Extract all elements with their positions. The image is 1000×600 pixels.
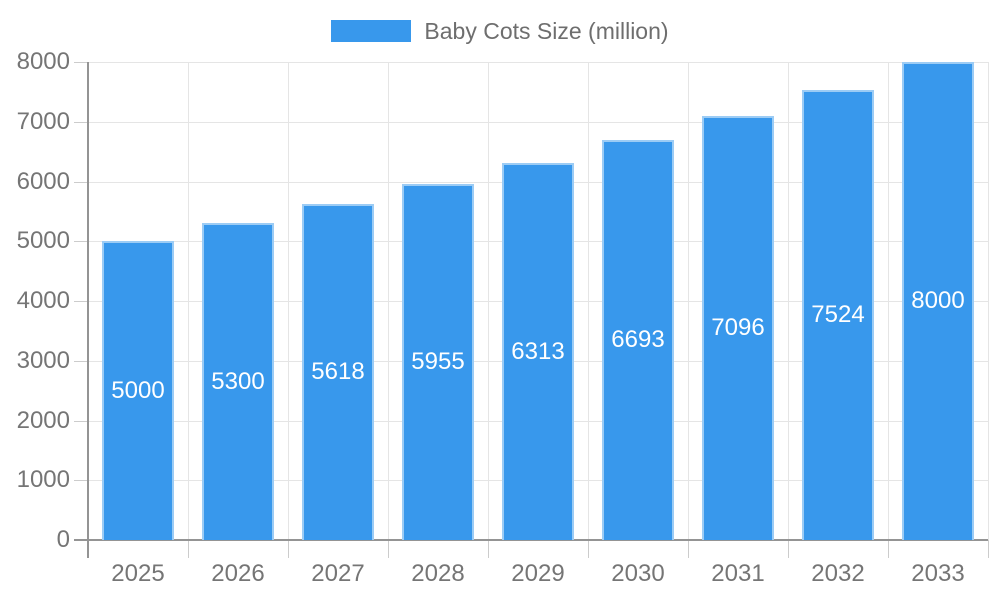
x-axis-tick (288, 540, 289, 558)
y-axis-label: 8000 (16, 48, 70, 75)
gridline-vertical (488, 62, 489, 540)
y-axis-tick (74, 361, 88, 362)
legend-label: Baby Cots Size (million) (424, 17, 669, 44)
y-axis-tick (74, 122, 88, 123)
x-axis-tick (788, 540, 789, 558)
y-axis-label: 1000 (16, 466, 70, 493)
x-axis-label: 2028 (411, 560, 465, 587)
bar-2029[interactable] (502, 163, 574, 540)
x-axis-label: 2027 (311, 560, 365, 587)
y-axis-label: 4000 (16, 287, 70, 314)
y-axis-label: 2000 (16, 407, 70, 434)
gridline-vertical (388, 62, 389, 540)
x-axis-tick (688, 540, 689, 558)
gridline-vertical (688, 62, 689, 540)
x-axis-label: 2029 (511, 560, 565, 587)
legend[interactable]: Baby Cots Size (million) (0, 14, 1000, 48)
gridline-vertical (188, 62, 189, 540)
x-axis-tick (188, 540, 189, 558)
gridline-vertical (788, 62, 789, 540)
x-axis-tick (388, 540, 389, 558)
bar-2031[interactable] (702, 116, 774, 540)
y-axis-line (87, 62, 89, 558)
bar-2027[interactable] (302, 204, 374, 540)
y-axis-tick (74, 301, 88, 302)
x-axis-tick (888, 540, 889, 558)
y-axis-label: 7000 (16, 108, 70, 135)
x-axis-label: 2025 (111, 560, 165, 587)
gridline-vertical (288, 62, 289, 540)
x-axis-label: 2030 (611, 560, 665, 587)
bar-2028[interactable] (402, 184, 474, 540)
x-axis-tick (988, 540, 989, 558)
x-axis-label: 2033 (911, 560, 965, 587)
gridline-vertical (888, 62, 889, 540)
y-axis-tick (74, 480, 88, 481)
x-axis-label: 2032 (811, 560, 865, 587)
y-axis-label: 6000 (16, 168, 70, 195)
bar-2030[interactable] (602, 140, 674, 540)
x-axis-label: 2026 (211, 560, 265, 587)
gridline-vertical (988, 62, 989, 540)
bar-2032[interactable] (802, 90, 874, 540)
gridline-horizontal (88, 62, 988, 63)
y-axis-tick (74, 241, 88, 242)
x-axis-line (74, 539, 988, 541)
y-axis-tick (74, 62, 88, 63)
gridline-vertical (588, 62, 589, 540)
bar-2026[interactable] (202, 223, 274, 540)
y-axis-label: 5000 (16, 227, 70, 254)
bar-2033[interactable] (902, 62, 974, 540)
x-axis-tick (488, 540, 489, 558)
legend-swatch (331, 20, 412, 42)
bar-2025[interactable] (102, 241, 174, 540)
y-axis-label: 0 (56, 526, 70, 553)
x-axis-tick (588, 540, 589, 558)
y-axis-tick (74, 421, 88, 422)
y-axis-label: 3000 (16, 347, 70, 374)
gridline-horizontal (88, 122, 988, 123)
x-axis-label: 2031 (711, 560, 765, 587)
y-axis-tick (74, 182, 88, 183)
